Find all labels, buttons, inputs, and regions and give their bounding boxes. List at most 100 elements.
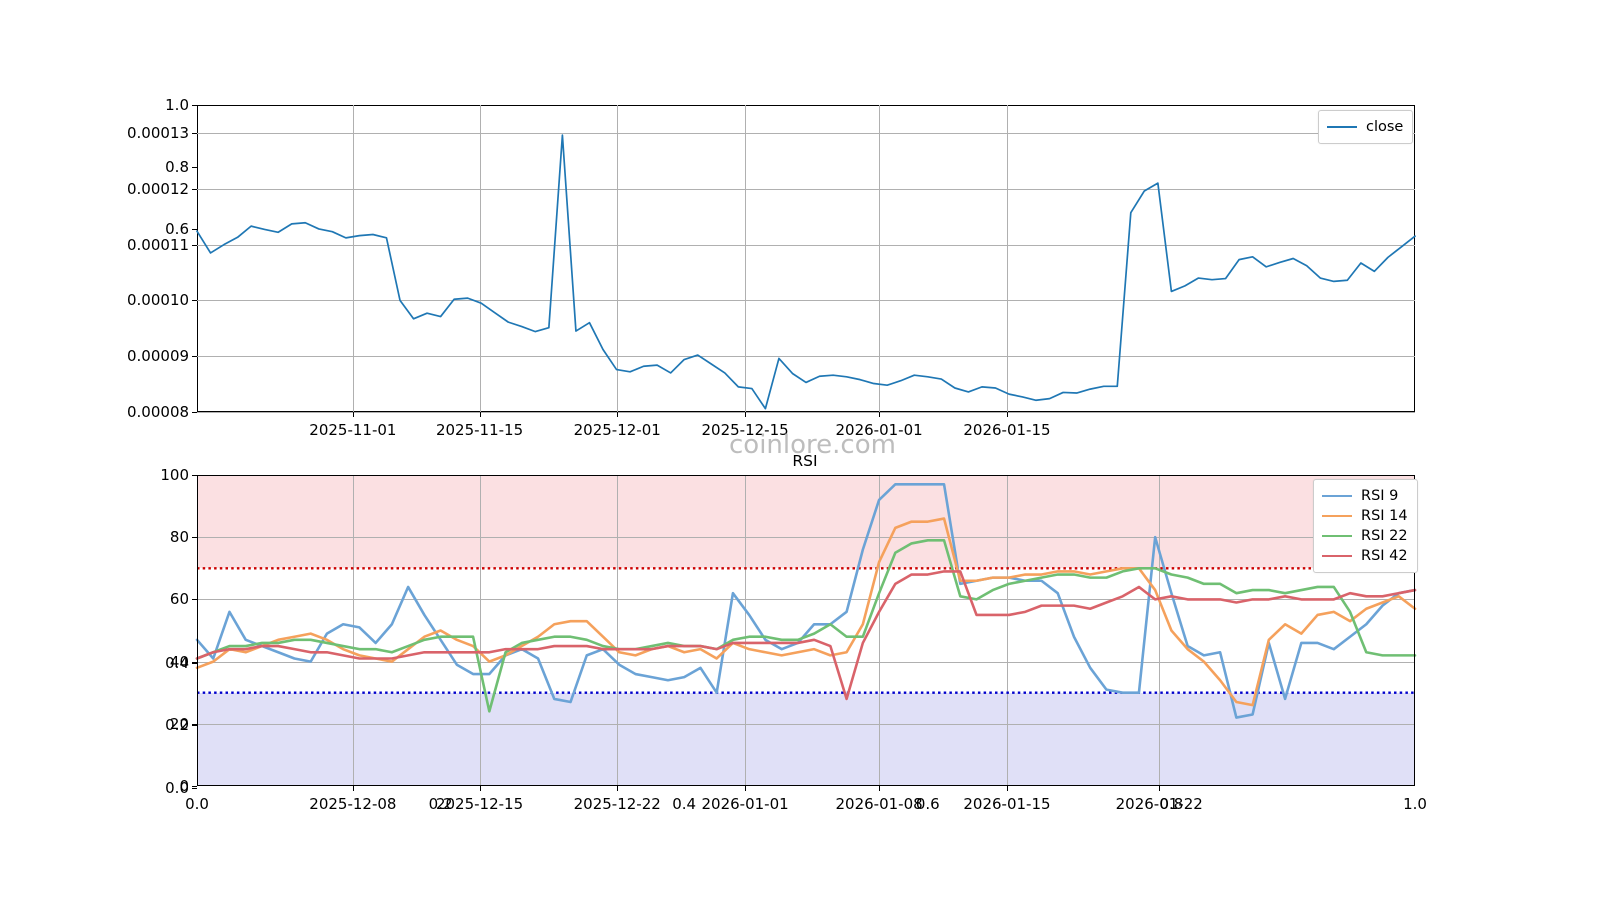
rsi-xtick xyxy=(745,786,747,791)
price-gridline-h xyxy=(197,356,1415,358)
rsi-overlay-y-tick-label: 0.4 xyxy=(165,653,189,672)
price-x-tick-label: 2025-12-15 xyxy=(701,421,789,439)
rsi-x-tick-label: 2025-12-08 xyxy=(309,795,397,813)
rsi-y-tick-label: 40 xyxy=(169,652,189,671)
price-ytick xyxy=(192,412,197,413)
price-y-tick-label: 0.00013 xyxy=(127,123,190,142)
price-legend[interactable]: close xyxy=(1318,110,1414,144)
price-overlay-ytick xyxy=(192,228,197,230)
price-xtick xyxy=(879,412,881,417)
rsi-x-tick-label: 2026-01-22 xyxy=(1115,795,1203,813)
rsi-xtick xyxy=(1159,786,1161,791)
rsi-x-tick-label: 2026-01-01 xyxy=(701,795,789,813)
legend-label-rsi14: RSI 14 xyxy=(1361,508,1408,524)
price-gridline-h xyxy=(197,244,1415,246)
rsi-overlay-ytick xyxy=(192,788,197,789)
rsi-x-tick-label: 2025-12-15 xyxy=(435,795,524,813)
price-xtick xyxy=(745,412,747,417)
overbought-band xyxy=(197,475,1415,569)
rsi-gridline-h xyxy=(197,661,1415,663)
price-gridline-v xyxy=(479,105,481,412)
rsi-y-tick-label: 100 xyxy=(160,466,189,484)
rsi-x-tick-label: 2026-01-08 xyxy=(835,795,923,813)
price-gridline-h xyxy=(197,412,1415,413)
rsi-ytick xyxy=(192,723,197,725)
price-gridline-v xyxy=(617,105,619,412)
rsi-ytick xyxy=(192,661,197,663)
legend-swatch-rsi9 xyxy=(1322,495,1352,497)
legend-label-rsi22: RSI 22 xyxy=(1361,528,1408,544)
rsi-overlay-y-tick-label: 0.0 xyxy=(165,779,189,797)
rsi-threshold-lines xyxy=(197,567,1415,694)
price-overlay-ytick xyxy=(192,166,197,168)
price-y-tick-label: 0.00010 xyxy=(127,291,190,310)
price-x-tick-label: 2025-12-01 xyxy=(573,421,661,439)
price-x-tick-label: 2026-01-15 xyxy=(963,421,1051,439)
legend-swatch-rsi22 xyxy=(1322,535,1352,537)
legend-row[interactable]: RSI 22 xyxy=(1322,526,1408,546)
rsi-xtick xyxy=(352,786,354,791)
price-overlay-y-tick-label: 0.8 xyxy=(165,157,189,176)
price-ytick xyxy=(192,356,197,358)
rsi-overlay-y-tick-label: 0.2 xyxy=(165,716,189,735)
price-x-tick-label: 2026-01-01 xyxy=(835,421,923,439)
price-xtick xyxy=(479,412,481,417)
rsi-legend[interactable]: RSI 9 RSI 14 RSI 22 RSI 42 xyxy=(1313,479,1418,573)
legend-swatch-rsi42 xyxy=(1322,555,1352,557)
rsi-overlay-x-tick-label: 0.0 xyxy=(185,795,209,813)
legend-label-rsi42: RSI 42 xyxy=(1361,548,1408,564)
price-gridline-h xyxy=(197,188,1415,190)
rsi-gridline-v xyxy=(879,475,881,786)
price-xtick xyxy=(352,412,354,417)
rsi-gridline-h xyxy=(197,599,1415,601)
price-gridline-h xyxy=(197,132,1415,134)
price-series-svg xyxy=(196,134,1416,410)
legend-row[interactable]: RSI 9 xyxy=(1322,486,1408,506)
price-overlay-y-tick-label: 1.0 xyxy=(165,96,189,114)
price-ytick xyxy=(192,244,197,246)
rsi-x-tick-label: 2025-12-22 xyxy=(573,795,661,813)
rsi-xtick xyxy=(879,786,881,791)
rsi-gridline-v xyxy=(479,475,481,786)
legend-label-close: close xyxy=(1366,119,1404,135)
price-y-tick-label: 0.00012 xyxy=(127,179,190,198)
legend-row[interactable]: RSI 42 xyxy=(1322,546,1408,566)
legend-swatch-close xyxy=(1327,126,1357,128)
price-gridline-h xyxy=(197,300,1415,302)
rsi-overlay-x-tick-label: 1.0 xyxy=(1403,795,1427,813)
rsi-y-tick-label: 80 xyxy=(169,528,189,547)
rsi-xtick xyxy=(617,786,619,791)
price-xtick xyxy=(1006,412,1008,417)
legend-label-rsi9: RSI 9 xyxy=(1361,488,1399,504)
rsi-overlay-ytick xyxy=(192,662,197,664)
oversold-band xyxy=(197,692,1415,786)
price-gridline-v xyxy=(745,105,747,412)
price-ytick xyxy=(192,132,197,134)
rsi-y-tick-label: 20 xyxy=(169,714,189,733)
price-gridline-v xyxy=(352,105,354,412)
rsi-overlay-ytick xyxy=(192,725,197,727)
price-y-tick-label: 0.00009 xyxy=(127,347,190,366)
legend-row[interactable]: close xyxy=(1327,117,1403,137)
rsi-gridline-h xyxy=(197,537,1415,539)
rsi-y-tick-label: 0 xyxy=(179,777,189,795)
rsi-ytick xyxy=(192,475,197,476)
rsi-gridline-v xyxy=(352,475,354,786)
rsi-series-svg xyxy=(195,483,1417,719)
rsi-gridline-v xyxy=(1159,475,1161,786)
rsi-gridline-v xyxy=(617,475,619,786)
price-y-tick-label: 0.00008 xyxy=(127,403,190,421)
price-gridline-v xyxy=(879,105,881,412)
rsi-ytick xyxy=(192,537,197,539)
rsi-overlay-x-tick-label: 0.6 xyxy=(915,795,940,813)
rsi-overlay-x-tick-label: 0.2 xyxy=(428,795,453,813)
rsi-ytick xyxy=(192,786,197,787)
price-ytick xyxy=(192,188,197,190)
legend-swatch-rsi14 xyxy=(1322,515,1352,517)
price-x-tick-label: 2025-11-01 xyxy=(309,421,397,439)
rsi-overlay-x-tick-label: 0.4 xyxy=(672,795,697,813)
price-chart-panel xyxy=(192,105,1416,417)
legend-row[interactable]: RSI 14 xyxy=(1322,506,1408,526)
price-y-tick-label: 0.00011 xyxy=(127,235,190,254)
